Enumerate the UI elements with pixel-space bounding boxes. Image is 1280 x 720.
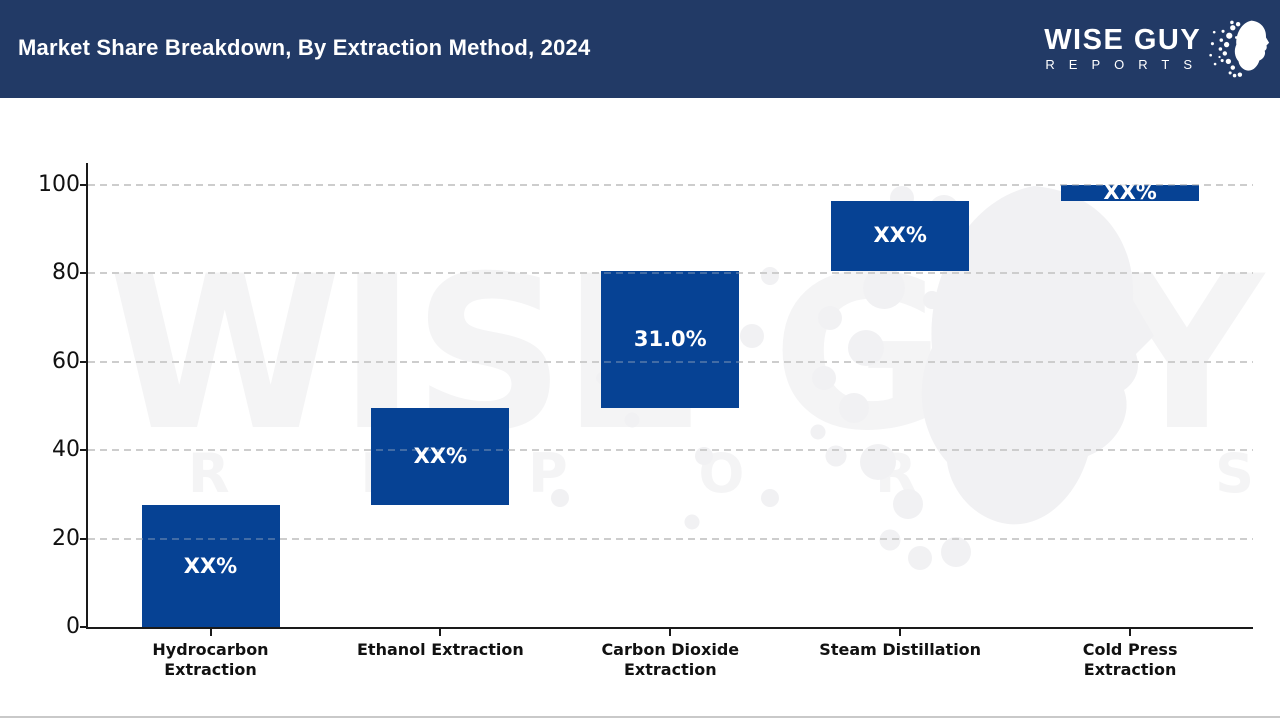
footer-divider [0, 716, 1280, 718]
gridline [88, 184, 1253, 187]
gridline-overlay [88, 360, 1253, 363]
bar: XX% [1061, 180, 1200, 205]
y-axis-tick [80, 537, 88, 540]
x-tick-label: Ethanol Extraction [356, 640, 524, 659]
plot-area: 0 20 40 60 80 100 XX% XX% 31.0% XX% XX% Hydrocarbon… [38, 163, 1253, 679]
gridline-overlay [88, 184, 1253, 187]
bar: 31.0% [601, 271, 740, 409]
y-tick-label: 40 [52, 437, 80, 463]
bar-value-label: XX% [873, 223, 927, 248]
bar: XX% [141, 505, 280, 627]
y-tick-label: 20 [52, 525, 80, 551]
logo: WISE GUY REPORTS [1039, 6, 1270, 92]
bar: XX% [371, 408, 510, 506]
y-axis-tick [80, 272, 88, 275]
x-axis-line [86, 627, 1253, 629]
y-tick-label: 100 [38, 172, 80, 198]
x-tick-label: Steam Distillation [819, 640, 982, 659]
bar-value-label: XX% [1103, 180, 1157, 205]
y-axis-tick [80, 360, 88, 363]
x-tick-label: Hydrocarbon Extraction [152, 640, 269, 679]
gridline-overlay [88, 449, 1253, 452]
y-axis-tick [80, 626, 88, 628]
bar-value-label: XX% [413, 444, 468, 469]
x-tick-label: Cold Press Extraction [1082, 640, 1178, 679]
y-axis-tick [80, 184, 88, 187]
x-axis-tick [669, 627, 672, 636]
gridline [88, 537, 1253, 540]
bar-value-label: 31.0% [633, 327, 707, 352]
y-tick-label: 0 [66, 614, 80, 639]
x-axis-tick [899, 627, 902, 636]
gridline [88, 449, 1253, 452]
bar: XX% [831, 200, 970, 272]
bar-value-label: XX% [183, 553, 238, 578]
y-axis-line [86, 163, 88, 629]
gridline-overlay [88, 272, 1253, 275]
y-tick-label: 60 [52, 348, 80, 374]
logo-face-icon [1209, 20, 1270, 78]
x-axis-tick [209, 627, 212, 636]
logo-subtext: REPORTS [1045, 57, 1206, 73]
page-title: Market Share Breakdown, By Extraction Me… [18, 35, 591, 60]
gridline-overlay [88, 537, 1253, 540]
logo-text: WISE GUY REPORTS [1039, 24, 1206, 73]
x-tick-label: Carbon Dioxide Extraction [601, 640, 740, 679]
logo-wordmark: WISE GUY [1044, 24, 1202, 57]
x-axis-tick [439, 627, 442, 636]
y-axis-tick [80, 449, 88, 452]
header-bar: Market Share Breakdown, By Extraction Me… [0, 0, 1280, 98]
x-axis-tick [1129, 627, 1132, 636]
y-tick-label: 80 [52, 260, 80, 286]
